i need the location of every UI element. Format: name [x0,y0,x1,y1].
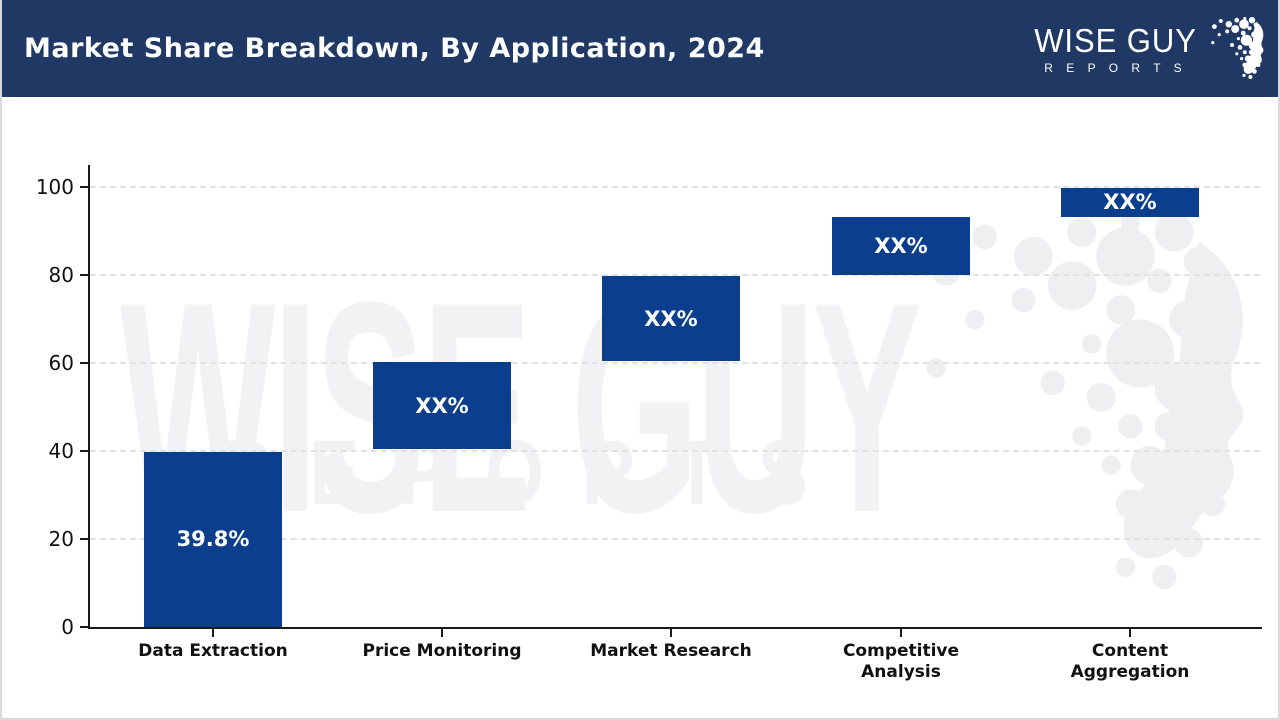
x-axis [88,627,1262,629]
brand-name: WISE GUY [1034,21,1197,59]
bar-value-label-data-extraction: 39.8% [176,527,250,552]
gridline-20 [90,538,1260,540]
bar-market-research: XX% [602,275,740,362]
bar-value-label-content-aggregation: XX% [1103,190,1157,215]
x-tick-label-market-research: Market Research [556,641,786,662]
x-tick-content-aggregation [1129,629,1131,637]
x-tick-label-content-aggregation: Content Aggregation [1015,641,1245,683]
x-tick-market-research [670,629,672,637]
x-tick-label-competitive-analysis: Competitive Analysis [786,641,1016,683]
y-tick-60 [80,362,89,364]
y-tick-label-0: 0 [61,615,74,639]
gridline-80 [90,274,1260,276]
y-tick-80 [80,274,89,276]
bar-content-aggregation: XX% [1061,187,1199,217]
bar-price-monitoring: XX% [373,362,511,450]
x-tick-label-price-monitoring: Price Monitoring [327,641,557,662]
bar-data-extraction: 39.8% [144,451,282,627]
gridline-100 [90,186,1260,188]
y-tick-label-100: 100 [35,175,74,199]
x-tick-label-line: Market Research [590,641,752,661]
y-tick-20 [80,538,89,540]
y-tick-label-60: 60 [48,351,74,375]
y-axis [88,165,90,629]
brand-logo: WISE GUY R E P O R T S [1029,9,1264,89]
x-tick-label-line: Aggregation [1070,662,1190,682]
x-tick-label-line: Price Monitoring [362,641,522,661]
x-tick-label-line: Content [1091,641,1169,661]
x-tick-label-line: Data Extraction [138,641,288,661]
y-tick-label-80: 80 [48,263,74,287]
y-tick-label-40: 40 [48,439,74,463]
x-tick-price-monitoring [441,629,443,637]
y-tick-label-20: 20 [48,527,74,551]
header: Market Share Breakdown, By Application, … [2,0,1278,97]
gridline-40 [90,450,1260,452]
brand-tagline: R E P O R T S [1044,60,1187,75]
bar-value-label-price-monitoring: XX% [415,393,469,418]
bar-value-label-competitive-analysis: XX% [874,233,928,258]
y-tick-0 [80,626,89,628]
x-tick-data-extraction [212,629,214,637]
bar-competitive-analysis: XX% [832,216,970,275]
x-tick-label-line: Competitive [842,641,960,661]
gridline-60 [90,362,1260,364]
chart-title: Market Share Breakdown, By Application, … [24,33,765,64]
y-tick-100 [80,186,89,188]
x-tick-label-data-extraction: Data Extraction [98,641,328,662]
y-tick-40 [80,450,89,452]
x-tick-competitive-analysis [900,629,902,637]
bar-value-label-market-research: XX% [644,306,698,331]
x-tick-label-line: Analysis [861,662,941,682]
brand-head-icon [1208,9,1264,89]
